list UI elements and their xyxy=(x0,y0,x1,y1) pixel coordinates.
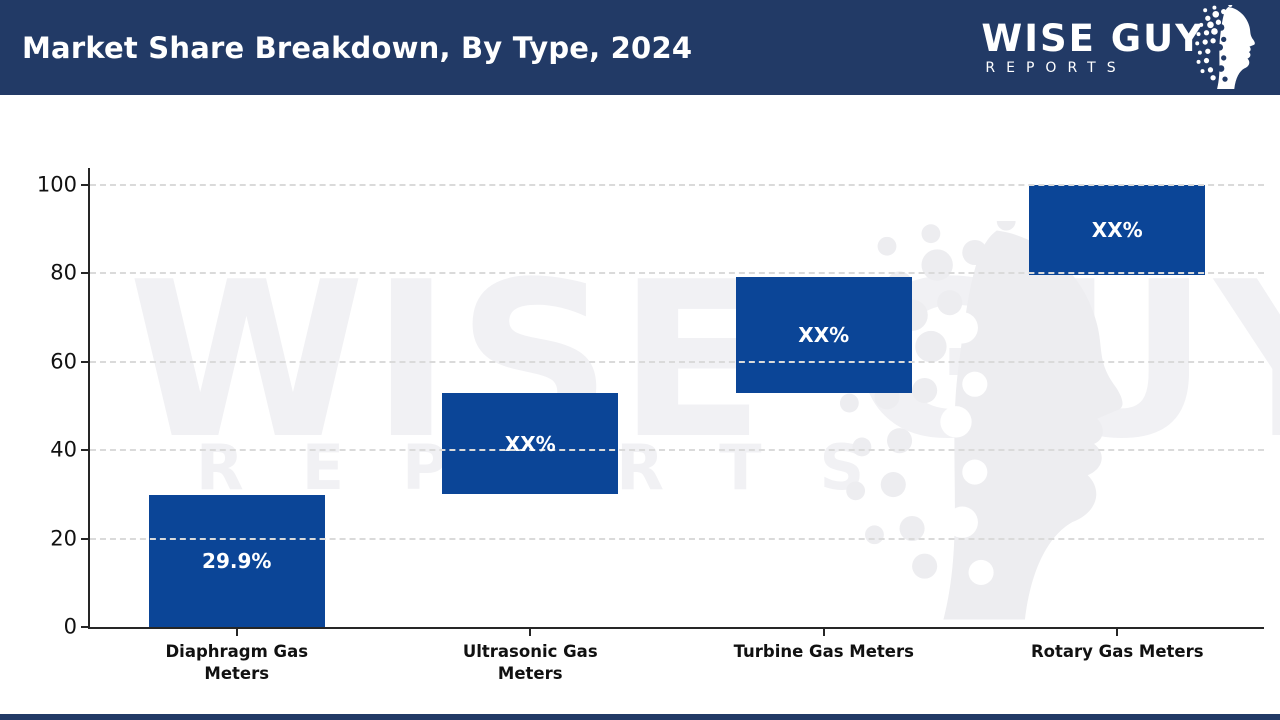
bars-layer xyxy=(90,185,1264,627)
y-axis-tick-label-20: 20 xyxy=(50,526,77,551)
bar-1 xyxy=(148,494,325,627)
y-axis-tick-40 xyxy=(81,449,90,452)
y-axis-tick-0 xyxy=(81,626,90,628)
logo-wordmark: WISE GUY xyxy=(981,17,1204,60)
x-category-label-line: Turbine Gas Meters xyxy=(733,642,914,661)
y-axis-tick-label-100: 100 xyxy=(36,172,77,197)
x-category-label-1: Diaphragm Gas Meters xyxy=(122,641,352,685)
x-category-label-line: Rotary Gas Meters xyxy=(1030,642,1204,661)
y-axis-tick-label-80: 80 xyxy=(50,260,77,285)
page-title: Market Share Breakdown, By Type, 2024 xyxy=(22,30,693,65)
y-axis-tick-label-0: 0 xyxy=(63,614,77,639)
y-axis-tick-80 xyxy=(81,272,90,275)
x-category-label-line: Meters xyxy=(497,663,563,683)
y-axis-tick-60 xyxy=(81,360,90,363)
footer-bar xyxy=(0,714,1280,720)
y-axis-tick-20 xyxy=(81,537,90,540)
x-category-label-4: Rotary Gas Meters xyxy=(1002,641,1232,663)
y-axis-tick-label-60: 60 xyxy=(50,349,77,374)
logo-subtitle: REPORTS xyxy=(985,60,1127,76)
y-axis-tick-label-40: 40 xyxy=(50,437,77,462)
bar-4 xyxy=(1029,185,1206,275)
x-axis-tick-4 xyxy=(1116,629,1119,636)
x-axis-tick-3 xyxy=(822,629,825,636)
x-category-label-2: Ultrasonic Gas Meters xyxy=(415,641,645,685)
plot-area: 29.9% XX% XX% XX% 0 20 40 60 80 100 Diaphragm Gas… xyxy=(37,168,1264,683)
wiseguy-face-icon xyxy=(1188,5,1266,91)
chart-canvas: WISE GUY REPORTS 29.9%XX%XX%XX% 02040608… xyxy=(0,95,1280,714)
header-bar: Market Share Breakdown, By Type, 2024 WI… xyxy=(0,0,1280,95)
x-category-label-line: Ultrasonic Gas xyxy=(462,642,598,661)
x-category-label-line: Meters xyxy=(204,663,270,683)
x-axis-tick-2 xyxy=(529,629,532,636)
wiseguy-logo-text: WISE GUY REPORTS xyxy=(981,20,1204,75)
bar-3 xyxy=(735,276,912,393)
x-category-label-3: Turbine Gas Meters xyxy=(709,641,939,663)
x-category-label-line: Diaphragm Gas xyxy=(165,642,309,661)
plot-scale: 29.9% XX% XX% XX% 0 20 40 60 80 100 Diaphragm Gas… xyxy=(37,174,1264,683)
x-axis-tick-1 xyxy=(235,629,238,636)
bar-2 xyxy=(442,392,619,495)
y-axis-tick-100 xyxy=(81,184,90,186)
wiseguy-logo: WISE GUY REPORTS xyxy=(981,5,1266,91)
